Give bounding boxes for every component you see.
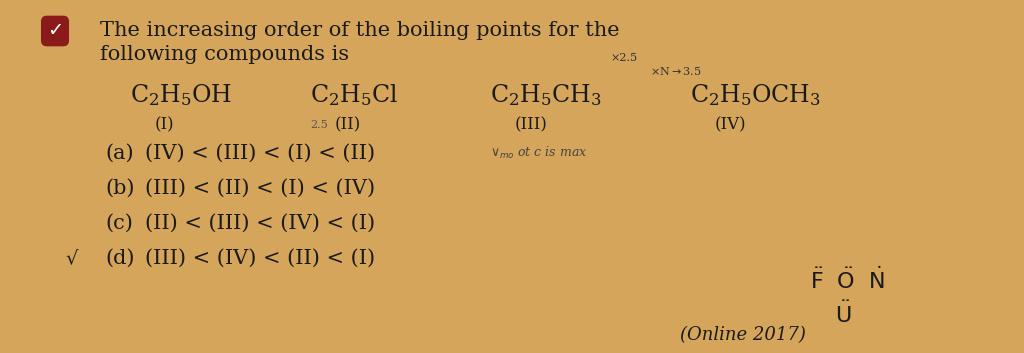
Text: (IV): (IV) [715, 116, 746, 133]
Text: √: √ [66, 249, 78, 267]
Text: (c): (c) [105, 214, 133, 233]
Text: $\mathregular{C_2H_5Cl}$: $\mathregular{C_2H_5Cl}$ [310, 82, 398, 108]
Text: (d): (d) [105, 249, 134, 268]
Text: $\mathregular{C_2H_5OH}$: $\mathregular{C_2H_5OH}$ [130, 82, 232, 108]
Text: (IV) < (III) < (I) < (II): (IV) < (III) < (I) < (II) [145, 144, 375, 162]
Text: (b): (b) [105, 179, 134, 197]
Text: (a): (a) [105, 144, 133, 162]
Text: ✓: ✓ [47, 22, 63, 41]
Text: 2.5: 2.5 [310, 120, 328, 130]
Text: (Online 2017): (Online 2017) [680, 326, 806, 344]
Text: (III) < (IV) < (II) < (I): (III) < (IV) < (II) < (I) [145, 249, 375, 268]
Text: $\times$N$\rightarrow$3.5: $\times$N$\rightarrow$3.5 [650, 65, 701, 77]
Text: following compounds is: following compounds is [100, 46, 349, 65]
Text: The increasing order of the boiling points for the: The increasing order of the boiling poin… [100, 22, 620, 41]
Text: $\mathregular{C_2H_5CH_3}$: $\mathregular{C_2H_5CH_3}$ [490, 82, 602, 108]
Text: (II) < (III) < (IV) < (I): (II) < (III) < (IV) < (I) [145, 214, 375, 233]
Text: (III) < (II) < (I) < (IV): (III) < (II) < (I) < (IV) [145, 179, 375, 197]
Text: (I): (I) [155, 116, 175, 133]
Text: $\mathregular{C_2H_5OCH_3}$: $\mathregular{C_2H_5OCH_3}$ [690, 82, 821, 108]
Text: $\ddot{\mathrm{U}}$: $\ddot{\mathrm{U}}$ [835, 302, 851, 328]
Text: (II): (II) [335, 116, 361, 133]
Text: $\vee_{mo}$ ot c is max: $\vee_{mo}$ ot c is max [490, 145, 588, 161]
Text: $\ddot{\mathrm{F}}$  $\ddot{\mathrm{O}}$  $\dot{\mathrm{N}}$: $\ddot{\mathrm{F}}$ $\ddot{\mathrm{O}}$ … [810, 268, 885, 294]
Text: ×2.5: ×2.5 [610, 53, 637, 63]
Text: (III): (III) [515, 116, 548, 133]
